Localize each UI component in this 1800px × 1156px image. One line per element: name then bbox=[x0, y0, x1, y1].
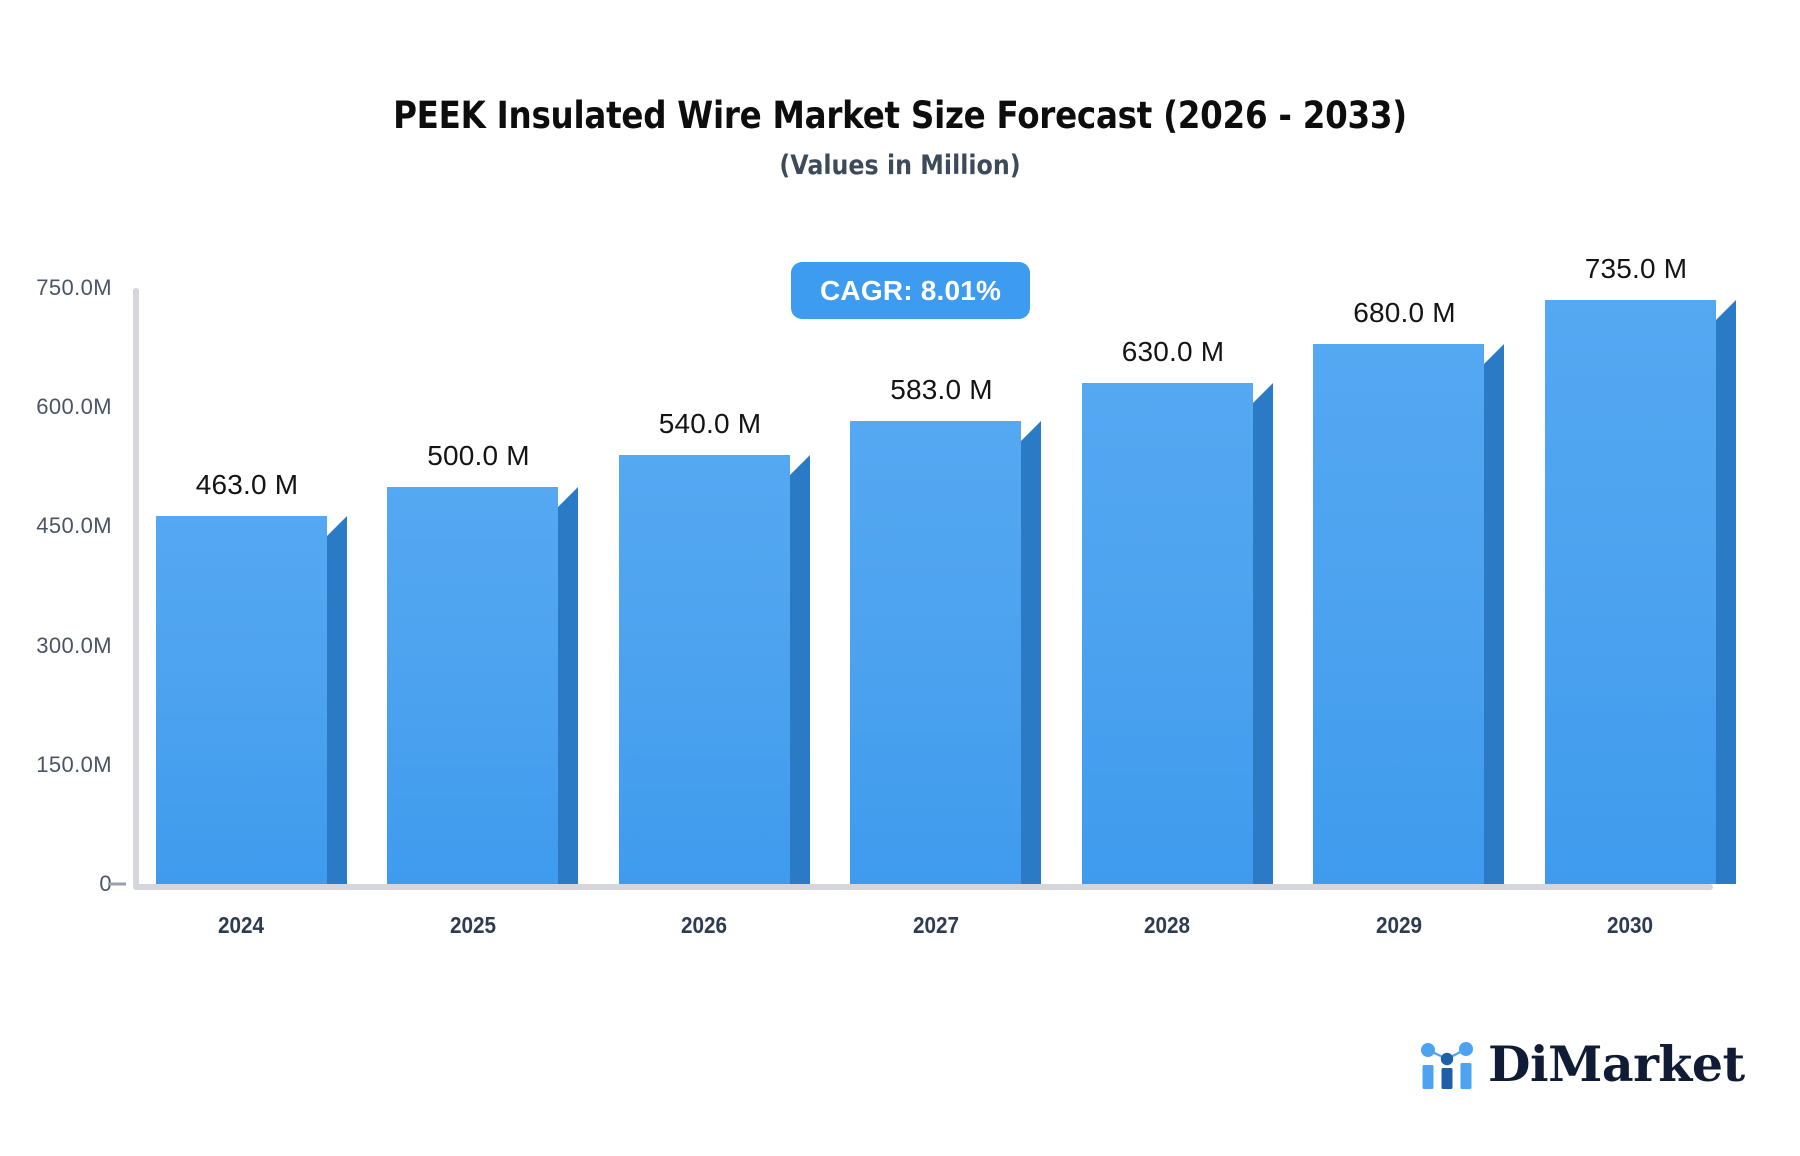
x-axis-line bbox=[133, 884, 1713, 890]
bar-value-label: 680.0 M bbox=[1353, 296, 1456, 328]
bar-top-bevel bbox=[1484, 343, 1504, 364]
brand-logo: DiMarket bbox=[1418, 1037, 1745, 1091]
bar-side-face bbox=[1252, 403, 1273, 884]
chart-subtitle: (Values in Million) bbox=[779, 149, 1021, 181]
bar-front-face bbox=[850, 420, 1021, 884]
title-block: PEEK Insulated Wire Market Size Forecast… bbox=[0, 94, 1800, 181]
y-tick-label: 300.0M bbox=[36, 632, 112, 658]
bar-top-bevel bbox=[1021, 420, 1041, 441]
y-tick-label: 600.0M bbox=[36, 394, 112, 420]
bar-2024[interactable] bbox=[155, 516, 347, 884]
bar-value-label: 500.0 M bbox=[427, 439, 530, 471]
bar-front-face bbox=[618, 454, 790, 884]
bar-front-face bbox=[1544, 299, 1716, 884]
bar-chart-dots-icon bbox=[1421, 1042, 1473, 1089]
y-tick-dash bbox=[108, 882, 126, 886]
bar-front-face bbox=[387, 486, 558, 884]
bar-top-bevel bbox=[558, 486, 578, 507]
bar-side-face bbox=[1484, 363, 1504, 884]
bar-2026[interactable] bbox=[618, 454, 810, 884]
y-tick-label: 750.0M bbox=[36, 275, 112, 300]
bar-side-face bbox=[1715, 319, 1736, 884]
x-tick-label-2030: 2030 bbox=[1606, 912, 1654, 938]
logo-wordmark: DiMarket bbox=[1488, 1034, 1745, 1093]
chart-title: PEEK Insulated Wire Market Size Forecast… bbox=[393, 94, 1407, 137]
bar-top-bevel bbox=[326, 516, 347, 537]
bar-value-label: 540.0 M bbox=[658, 407, 762, 439]
bar-value-label: 463.0 M bbox=[195, 469, 299, 501]
bar-side-face bbox=[558, 506, 578, 884]
x-tick-label-2028: 2028 bbox=[1143, 912, 1191, 938]
bar-top-bevel bbox=[1252, 383, 1273, 404]
y-tick-label: 450.0M bbox=[36, 513, 112, 539]
bar-2025[interactable] bbox=[387, 486, 578, 884]
bar-top-bevel bbox=[1715, 299, 1736, 320]
x-tick-label-2026: 2026 bbox=[680, 912, 728, 938]
bar-side-face bbox=[1021, 440, 1041, 884]
x-tick-label-2027: 2027 bbox=[912, 912, 959, 938]
bar-front-face bbox=[1081, 383, 1253, 884]
y-tick-label: 150.0M bbox=[36, 751, 112, 777]
bar-2027[interactable] bbox=[850, 420, 1041, 884]
bar-side-face bbox=[789, 474, 810, 884]
x-tick-label-2025: 2025 bbox=[449, 912, 496, 938]
bar-front-face bbox=[1313, 343, 1484, 884]
y-axis-line bbox=[133, 288, 139, 888]
cagr-badge: CAGR: 8.01% bbox=[791, 262, 1031, 319]
bar-side-face bbox=[326, 536, 347, 884]
bar-2029[interactable] bbox=[1313, 343, 1504, 884]
bar-2030[interactable] bbox=[1544, 299, 1736, 884]
bar-value-label: 583.0 M bbox=[890, 373, 993, 405]
bar-top-bevel bbox=[789, 454, 810, 475]
y-tick-label: 0 bbox=[99, 871, 112, 896]
x-tick-label-2024: 2024 bbox=[217, 912, 265, 938]
x-tick-label-2029: 2029 bbox=[1375, 912, 1422, 938]
bar-front-face bbox=[155, 516, 327, 884]
bar-2028[interactable] bbox=[1081, 383, 1273, 884]
bar-value-label: 630.0 M bbox=[1121, 336, 1225, 368]
bar-value-label: 735.0 M bbox=[1584, 252, 1688, 284]
